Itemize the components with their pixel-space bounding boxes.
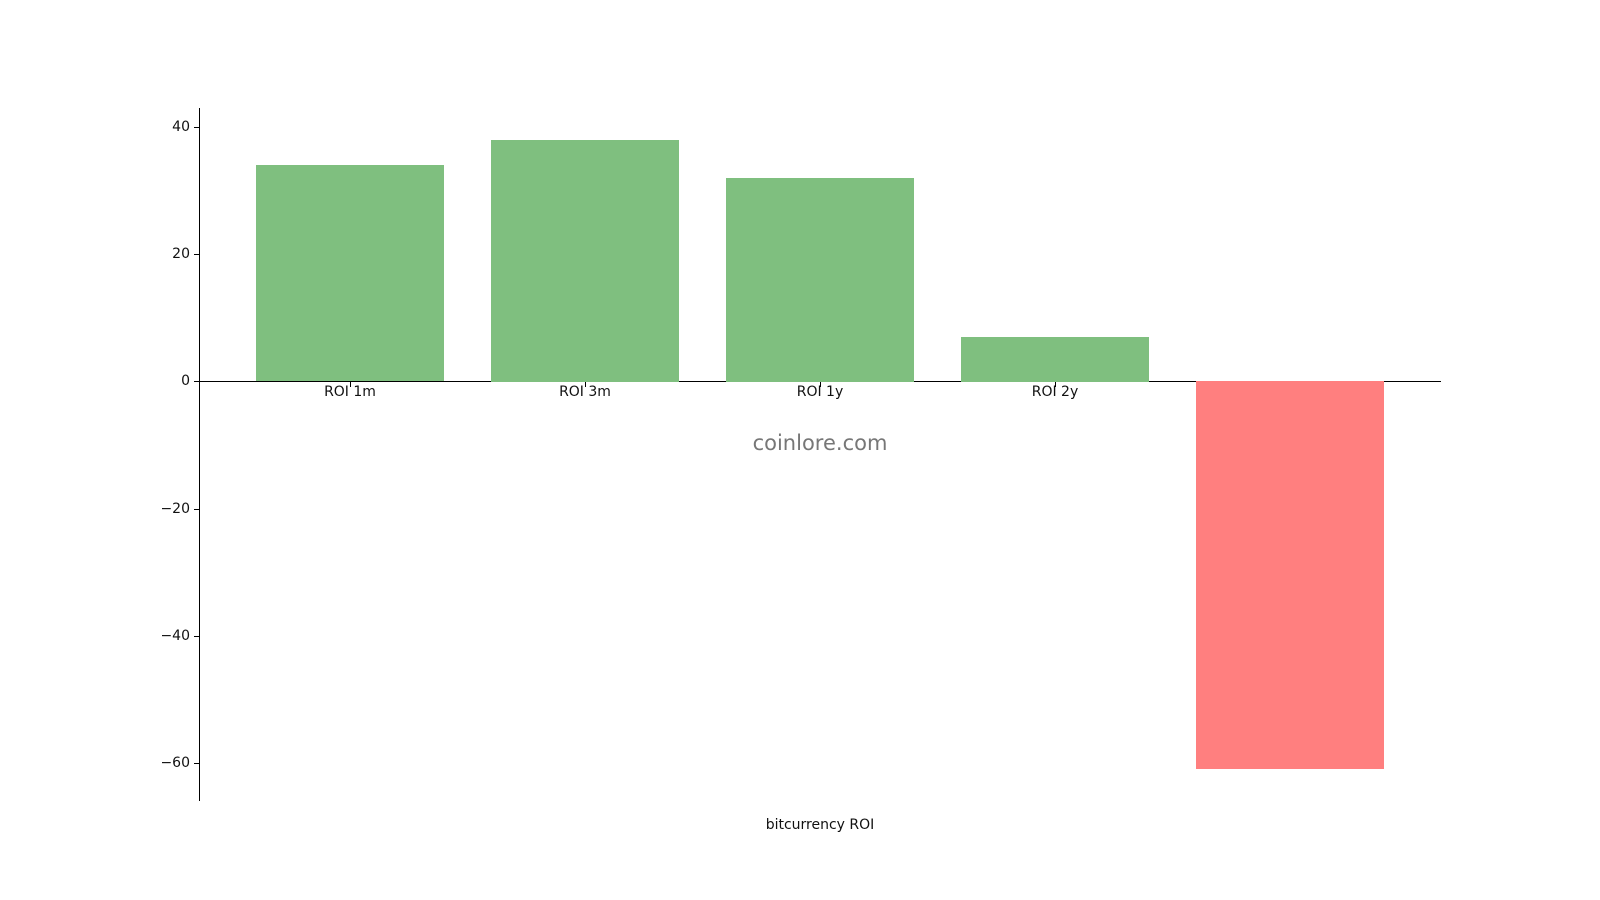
y-tick-mark [194, 636, 199, 637]
y-tick-label: 20 [172, 246, 190, 262]
x-tick-label-roi-2y: ROI 2y [1031, 384, 1079, 400]
y-tick-label: 0 [181, 373, 190, 389]
y-tick-mark [194, 763, 199, 764]
x-tick-mark [585, 382, 586, 387]
y-tick-mark [194, 254, 199, 255]
y-tick-mark [194, 509, 199, 510]
x-tick-label-roi-1y: ROI 1y [796, 384, 844, 400]
x-tick-mark [350, 382, 351, 387]
x-tick-mark [1055, 382, 1056, 387]
x-tick-label-roi-3m: ROI 3m [559, 384, 611, 400]
watermark: coinlore.com [752, 431, 888, 455]
x-tick-mark [820, 382, 821, 387]
y-tick-label: 40 [172, 119, 190, 135]
bar-unlabeled-4 [1196, 381, 1384, 769]
y-tick-mark [194, 127, 199, 128]
y-axis-line [199, 108, 200, 801]
bar-roi-1y [726, 178, 914, 382]
x-tick-label-roi-1m: ROI 1m [324, 384, 376, 400]
y-tick-mark [194, 381, 199, 382]
bar-roi-3m [491, 140, 679, 382]
y-tick-label: −40 [160, 628, 190, 644]
y-tick-label: −20 [160, 501, 190, 517]
bar-roi-2y [961, 337, 1149, 382]
bar-roi-1m [256, 165, 444, 381]
x-axis-title: bitcurrency ROI [765, 817, 875, 833]
y-tick-label: −60 [160, 755, 190, 771]
